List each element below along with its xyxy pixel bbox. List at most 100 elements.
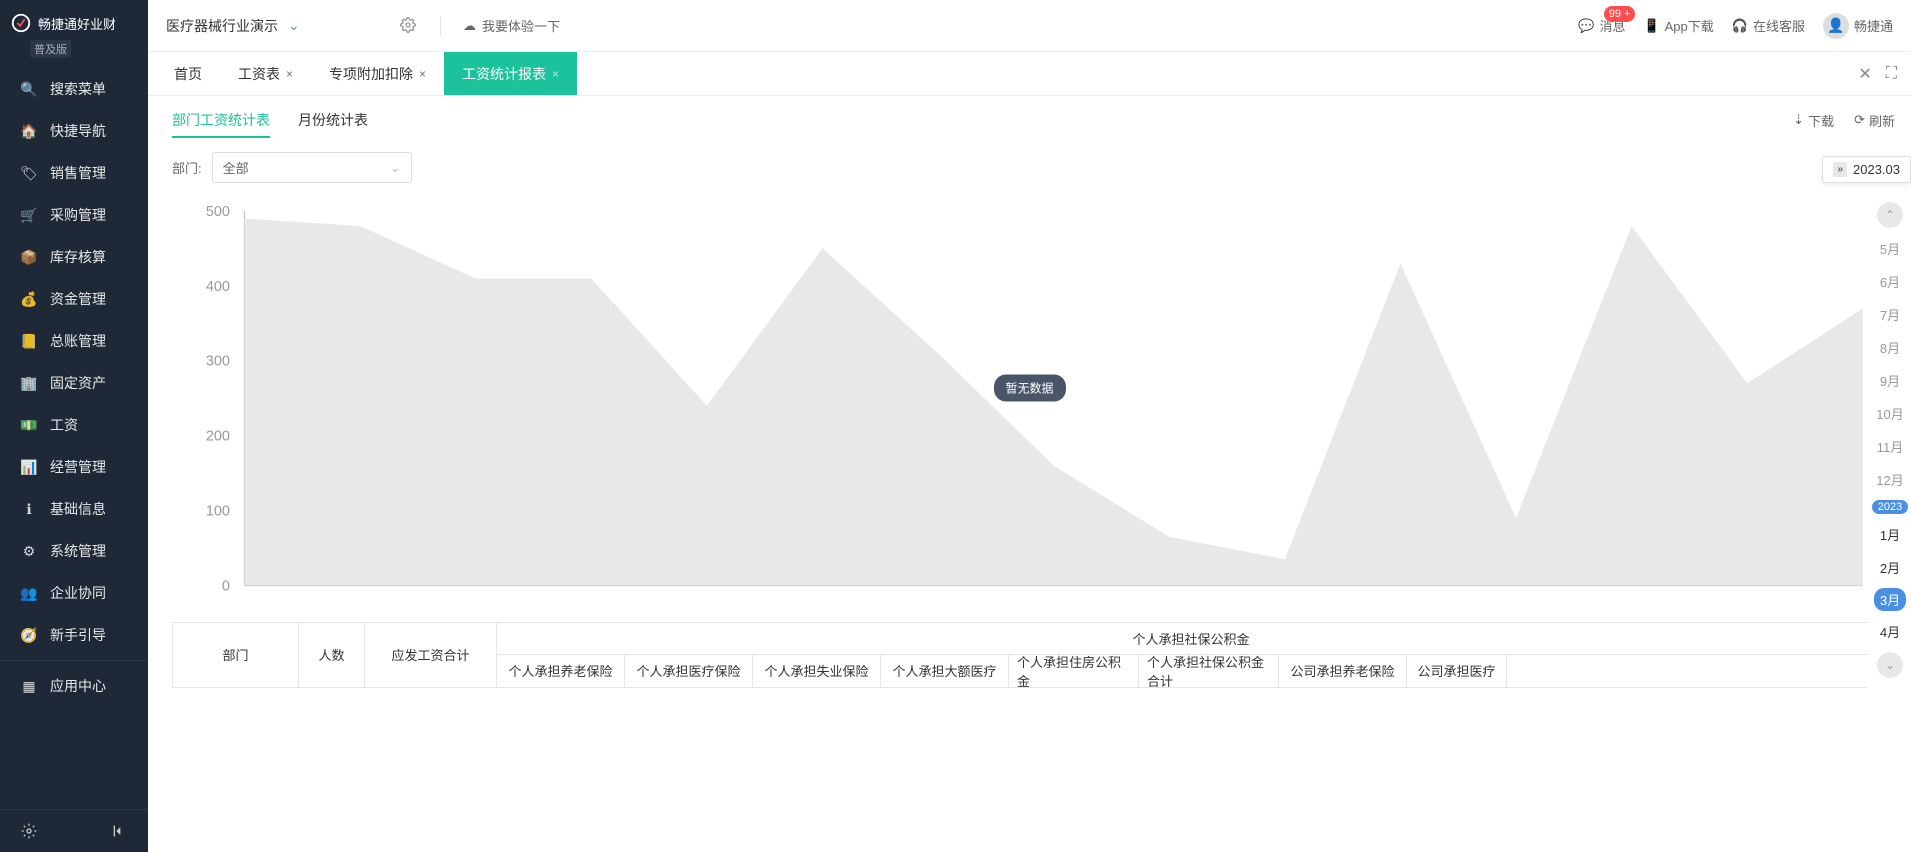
sidebar-item-label: 工资 (50, 415, 78, 435)
th-sub: 个人承担住房公积金 (1009, 655, 1139, 687)
period-label: 2023.03 (1853, 162, 1900, 177)
th-sub: 个人承担养老保险 (497, 655, 625, 687)
org-selector[interactable]: 医疗器械行业演示 ⌄ (166, 16, 386, 36)
apps-icon: ▦ (20, 677, 38, 695)
month-9月[interactable]: 9月 (1880, 368, 1900, 393)
th-sub: 个人承担失业保险 (753, 655, 881, 687)
main-area: 医疗器械行业演示 ⌄ ☁ 我要体验一下 💬 消息 99 + 📱 App下载 🎧 … (148, 0, 1911, 852)
month-2月[interactable]: 2月 (1880, 555, 1900, 580)
close-icon[interactable]: × (419, 67, 426, 81)
rail-up-icon[interactable]: ⌃ (1877, 202, 1903, 228)
sidebar-item-label: 销售管理 (50, 163, 106, 183)
sidebar-item-11[interactable]: ⚙系统管理 (0, 530, 148, 572)
subtabs-actions: ⇣下载 ⟳刷新 (1793, 111, 1895, 130)
month-3月[interactable]: 3月 (1874, 588, 1906, 611)
settings-icon[interactable] (20, 822, 38, 840)
month-5月[interactable]: 5月 (1880, 236, 1900, 261)
brand-icon (10, 12, 32, 34)
sidebar-item-2[interactable]: 🏷 销售管理 (0, 152, 148, 194)
try-button[interactable]: ☁ 我要体验一下 (463, 16, 560, 35)
sidebar-item-0[interactable]: 🔍搜索菜单 (0, 68, 148, 110)
sidebar-item-label: 搜索菜单 (50, 79, 106, 99)
guide-icon: 🧭 (20, 626, 38, 644)
subtab-month-stats[interactable]: 月份统计表 (298, 104, 368, 136)
close-icon[interactable]: × (286, 67, 293, 81)
sidebar-item-9[interactable]: 📊经营管理 (0, 446, 148, 488)
brand-name: 畅捷通好业财 (38, 14, 116, 33)
sidebar: 畅捷通好业财 普及版 🔍搜索菜单🏠快捷导航 🏷 销售管理 🛒采购管理📦库存核算 💰 资金管… (0, 0, 148, 852)
money-icon: 💰 (20, 290, 38, 308)
salary-icon: 💵 (20, 416, 38, 434)
sidebar-item-label: 总账管理 (50, 331, 106, 351)
messages-count: 99 + (1604, 6, 1636, 22)
tabs-controls: ✕ ⛶ (1844, 52, 1911, 95)
tag-icon: 🏷 (20, 164, 38, 182)
month-4月[interactable]: 4月 (1880, 619, 1900, 644)
tab-label: 首页 (174, 64, 202, 84)
sidebar-item-3[interactable]: 🛒采购管理 (0, 194, 148, 236)
sidebar-item-13[interactable]: 🧭 新手引导 (0, 614, 148, 656)
fullscreen-icon[interactable]: ⛶ (1886, 65, 1897, 83)
month-10月[interactable]: 10月 (1876, 401, 1903, 426)
month-1月[interactable]: 1月 (1880, 522, 1900, 547)
sidebar-item-1[interactable]: 🏠快捷导航 (0, 110, 148, 152)
sidebar-item-label: 系统管理 (50, 541, 106, 561)
sidebar-item-label: 库存核算 (50, 247, 106, 267)
dept-select[interactable]: 全部 ⌄ (212, 152, 412, 183)
sidebar-item-label: 资金管理 (50, 289, 106, 309)
sidebar-item-4[interactable]: 📦库存核算 (0, 236, 148, 278)
area-chart: 0100200300400500 (172, 199, 1887, 610)
biz-icon: 📊 (20, 458, 38, 476)
tab-label: 工资统计报表 (462, 64, 546, 84)
sidebar-item-label: 企业协同 (50, 583, 106, 603)
month-6月[interactable]: 6月 (1880, 269, 1900, 294)
cloud-icon: ☁ (463, 18, 476, 34)
tab-label: 工资表 (238, 64, 280, 84)
tab-首页[interactable]: 首页 (156, 52, 220, 95)
month-11月[interactable]: 11月 (1877, 434, 1904, 459)
service-label: 在线客服 (1753, 16, 1805, 35)
download-button[interactable]: ⇣下载 (1793, 111, 1834, 130)
sidebar-item-5[interactable]: 💰 资金管理 (0, 278, 148, 320)
sidebar-item-7[interactable]: 🏢固定资产 (0, 362, 148, 404)
th-sub: 公司承担养老保险 (1279, 655, 1407, 687)
date-rail: ⌃5月6月7月8月9月10月11月12月20231月2月3月4月⌄ (1867, 196, 1911, 852)
edition-badge: 普及版 (30, 40, 71, 58)
rail-down-icon[interactable]: ⌄ (1877, 652, 1903, 678)
tab-工资统计报表[interactable]: 工资统计报表 × (444, 52, 577, 95)
sidebar-item-8[interactable]: 💵 工资 (0, 404, 148, 446)
chart-area: 0100200300400500 暂无数据 (172, 199, 1887, 610)
svg-text:100: 100 (206, 503, 230, 519)
close-all-icon[interactable]: ✕ (1858, 64, 1871, 84)
sidebar-item-12[interactable]: 👥企业协同 (0, 572, 148, 614)
gear-icon[interactable] (400, 17, 418, 35)
user-menu[interactable]: 👤 畅捷通 (1823, 13, 1893, 39)
month-7月[interactable]: 7月 (1880, 302, 1900, 327)
th-sub: 个人承担大额医疗 (881, 655, 1009, 687)
close-icon[interactable]: × (552, 67, 559, 81)
app-download-button[interactable]: 📱 App下载 (1643, 16, 1713, 35)
month-8月[interactable]: 8月 (1880, 335, 1900, 360)
page-content: 部门工资统计表 月份统计表 ⇣下载 ⟳刷新 部门: 全部 ⌄ 010020030… (148, 96, 1911, 852)
th-sub: 个人承担医疗保险 (625, 655, 753, 687)
sidebar-item-6[interactable]: 📒总账管理 (0, 320, 148, 362)
headset-icon: 🎧 (1732, 18, 1748, 34)
subtab-dept-stats[interactable]: 部门工资统计表 (172, 104, 270, 136)
sidebar-menu: 🔍搜索菜单🏠快捷导航 🏷 销售管理 🛒采购管理📦库存核算 💰 资金管理 📒总账管理🏢固定资产… (0, 68, 148, 809)
collapse-left-icon[interactable] (110, 822, 128, 840)
sidebar-item-14[interactable]: ▦应用中心 (0, 665, 148, 707)
chevron-down-icon: ⌄ (390, 160, 401, 176)
messages-button[interactable]: 💬 消息 99 + (1578, 16, 1625, 35)
support-button[interactable]: 🎧 在线客服 (1732, 16, 1805, 35)
th-sub: 公司承担医疗 (1407, 655, 1507, 687)
sidebar-item-10[interactable]: ℹ基础信息 (0, 488, 148, 530)
try-label: 我要体验一下 (482, 16, 560, 35)
refresh-button[interactable]: ⟳刷新 (1854, 111, 1895, 130)
svg-text:400: 400 (206, 279, 230, 295)
sidebar-item-label: 新手引导 (50, 625, 106, 645)
tab-专项附加扣除[interactable]: 专项附加扣除× (311, 52, 444, 95)
tab-工资表[interactable]: 工资表 × (220, 52, 311, 95)
avatar: 👤 (1823, 13, 1849, 39)
period-indicator[interactable]: » 2023.03 (1822, 156, 1911, 183)
month-12月[interactable]: 12月 (1876, 467, 1903, 492)
